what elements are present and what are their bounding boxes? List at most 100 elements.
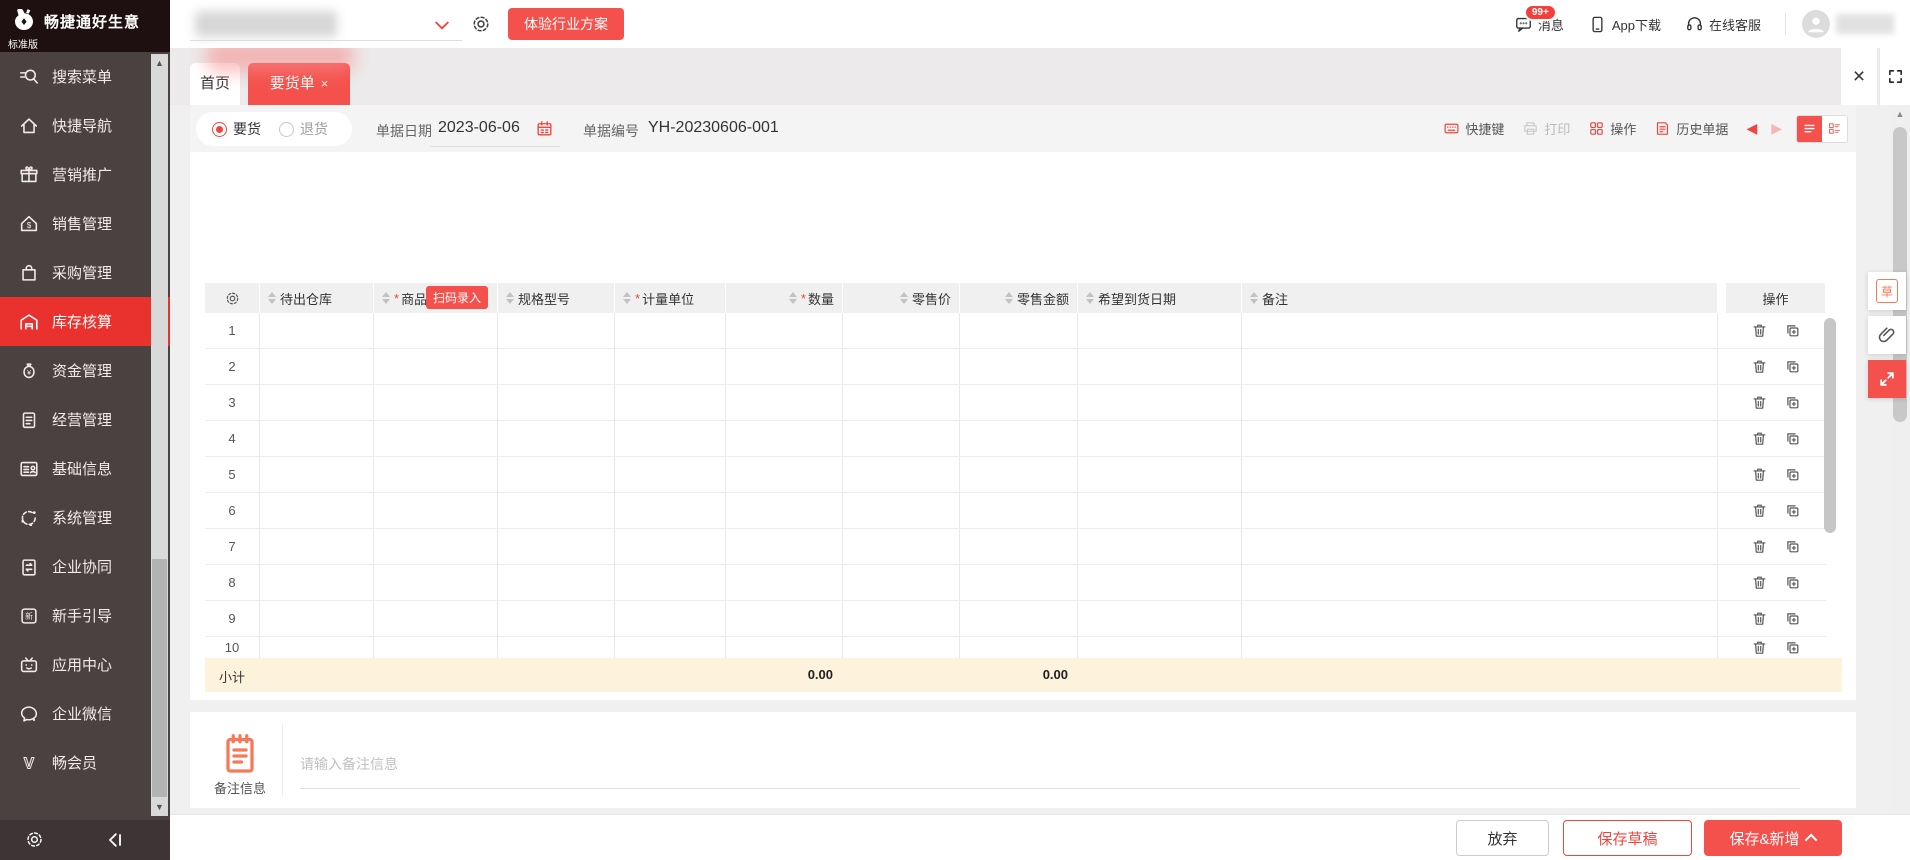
sort-icon[interactable] bbox=[623, 292, 631, 304]
cell-retail-amount[interactable] bbox=[960, 349, 1078, 384]
cell-product[interactable] bbox=[374, 421, 498, 456]
sort-icon[interactable] bbox=[1250, 292, 1258, 304]
copy-row-icon[interactable] bbox=[1784, 358, 1801, 375]
cell-retail-amount[interactable] bbox=[960, 421, 1078, 456]
sort-icon[interactable] bbox=[1004, 292, 1013, 304]
cell-remark[interactable] bbox=[1242, 565, 1718, 600]
cell-remark[interactable] bbox=[1242, 493, 1718, 528]
org-selector-blurred[interactable] bbox=[195, 11, 337, 37]
save-and-new-button[interactable]: 保存&新增 bbox=[1704, 820, 1842, 856]
cell-spec[interactable] bbox=[498, 349, 615, 384]
remark-input[interactable]: 请输入备注信息 bbox=[300, 756, 398, 772]
cell-product[interactable] bbox=[374, 493, 498, 528]
next-doc-icon[interactable]: ▶ bbox=[1771, 120, 1782, 136]
trash-icon[interactable] bbox=[1751, 639, 1768, 656]
cell-out-warehouse[interactable] bbox=[260, 565, 374, 600]
cell-qty[interactable] bbox=[726, 421, 843, 456]
cell-product[interactable] bbox=[374, 349, 498, 384]
col-header-retail-price[interactable]: 零售价 bbox=[843, 283, 960, 313]
grid-scroll-thumb[interactable] bbox=[1824, 318, 1836, 533]
avatar[interactable] bbox=[1802, 10, 1830, 38]
cell-spec[interactable] bbox=[498, 637, 615, 658]
col-header-qty[interactable]: * 数量 bbox=[726, 283, 843, 313]
cell-qty[interactable] bbox=[726, 457, 843, 492]
col-header-retail-amount[interactable]: 零售金额 bbox=[960, 283, 1078, 313]
cell-unit[interactable] bbox=[615, 349, 726, 384]
try-industry-button[interactable]: 体验行业方案 bbox=[508, 8, 624, 40]
cell-expected-date[interactable] bbox=[1078, 457, 1242, 492]
trash-icon[interactable] bbox=[1751, 574, 1768, 591]
trash-icon[interactable] bbox=[1751, 466, 1768, 483]
close-icon[interactable]: × bbox=[1841, 48, 1877, 105]
cell-product[interactable] bbox=[374, 601, 498, 636]
cell-expected-date[interactable] bbox=[1078, 637, 1242, 658]
cell-unit[interactable] bbox=[615, 529, 726, 564]
attachment-button[interactable] bbox=[1868, 316, 1906, 354]
cell-remark[interactable] bbox=[1242, 637, 1718, 658]
col-header-remark[interactable]: 备注 bbox=[1242, 283, 1718, 313]
cell-retail-amount[interactable] bbox=[960, 601, 1078, 636]
cell-unit[interactable] bbox=[615, 493, 726, 528]
gear-icon[interactable] bbox=[224, 290, 241, 307]
col-header-settings[interactable] bbox=[205, 283, 260, 313]
messages-button[interactable]: 消息 99+ bbox=[1514, 3, 1564, 34]
fullscreen-icon[interactable] bbox=[1880, 48, 1910, 105]
sidebar-item-search-menu[interactable]: 搜索菜单 bbox=[0, 52, 170, 101]
card-view-button[interactable] bbox=[1822, 115, 1847, 142]
trash-icon[interactable] bbox=[1751, 538, 1768, 555]
cell-product[interactable] bbox=[374, 385, 498, 420]
sidebar-item-purchase[interactable]: 采购管理 bbox=[0, 248, 170, 297]
cell-qty[interactable] bbox=[726, 385, 843, 420]
cell-retail-price[interactable] bbox=[843, 313, 960, 348]
cell-product[interactable] bbox=[374, 313, 498, 348]
cell-qty[interactable] bbox=[726, 637, 843, 658]
cell-unit[interactable] bbox=[615, 457, 726, 492]
cell-expected-date[interactable] bbox=[1078, 529, 1242, 564]
trash-icon[interactable] bbox=[1751, 394, 1768, 411]
sidebar-scrollbar[interactable]: ▲ ▼ bbox=[151, 54, 168, 816]
col-header-product[interactable]: * 商品 扫码录入 bbox=[374, 283, 498, 313]
cell-remark[interactable] bbox=[1242, 421, 1718, 456]
trash-icon[interactable] bbox=[1751, 430, 1768, 447]
cell-product[interactable] bbox=[374, 637, 498, 658]
cell-qty[interactable] bbox=[726, 313, 843, 348]
cell-unit[interactable] bbox=[615, 313, 726, 348]
expand-button[interactable] bbox=[1868, 360, 1906, 398]
cell-qty[interactable] bbox=[726, 565, 843, 600]
sort-icon[interactable] bbox=[382, 292, 390, 304]
cell-out-warehouse[interactable] bbox=[260, 313, 374, 348]
cell-retail-price[interactable] bbox=[843, 457, 960, 492]
cell-unit[interactable] bbox=[615, 565, 726, 600]
doc-date-value[interactable]: 2023-06-06 bbox=[438, 119, 520, 136]
cell-qty[interactable] bbox=[726, 349, 843, 384]
sidebar-item-funds[interactable]: ¥ 资金管理 bbox=[0, 346, 170, 395]
radio-return-goods[interactable]: 退货 bbox=[279, 119, 328, 139]
sidebar-item-wecom[interactable]: 企业微信 bbox=[0, 689, 170, 738]
shortcut-keys-button[interactable]: 快捷键 bbox=[1443, 119, 1504, 138]
scroll-down-icon[interactable]: ▼ bbox=[155, 802, 164, 812]
cell-remark[interactable] bbox=[1242, 529, 1718, 564]
sort-icon[interactable] bbox=[506, 292, 514, 304]
sort-icon[interactable] bbox=[268, 292, 276, 304]
sort-icon[interactable] bbox=[899, 292, 908, 304]
cell-out-warehouse[interactable] bbox=[260, 421, 374, 456]
cell-unit[interactable] bbox=[615, 421, 726, 456]
cell-expected-date[interactable] bbox=[1078, 421, 1242, 456]
cell-retail-price[interactable] bbox=[843, 601, 960, 636]
cell-product[interactable] bbox=[374, 565, 498, 600]
history-button[interactable]: 历史单据 bbox=[1654, 119, 1728, 138]
copy-row-icon[interactable] bbox=[1784, 430, 1801, 447]
cell-unit[interactable] bbox=[615, 637, 726, 658]
cell-expected-date[interactable] bbox=[1078, 601, 1242, 636]
cell-spec[interactable] bbox=[498, 313, 615, 348]
sidebar-item-member[interactable]: V 畅会员 bbox=[0, 738, 170, 787]
cell-remark[interactable] bbox=[1242, 349, 1718, 384]
cell-remark[interactable] bbox=[1242, 313, 1718, 348]
cell-expected-date[interactable] bbox=[1078, 349, 1242, 384]
cell-out-warehouse[interactable] bbox=[260, 349, 374, 384]
cell-retail-amount[interactable] bbox=[960, 529, 1078, 564]
cell-out-warehouse[interactable] bbox=[260, 601, 374, 636]
draft-box-button[interactable]: 草 bbox=[1868, 272, 1906, 310]
sort-icon[interactable] bbox=[788, 292, 797, 304]
col-header-out-warehouse[interactable]: 待出仓库 bbox=[260, 283, 374, 313]
